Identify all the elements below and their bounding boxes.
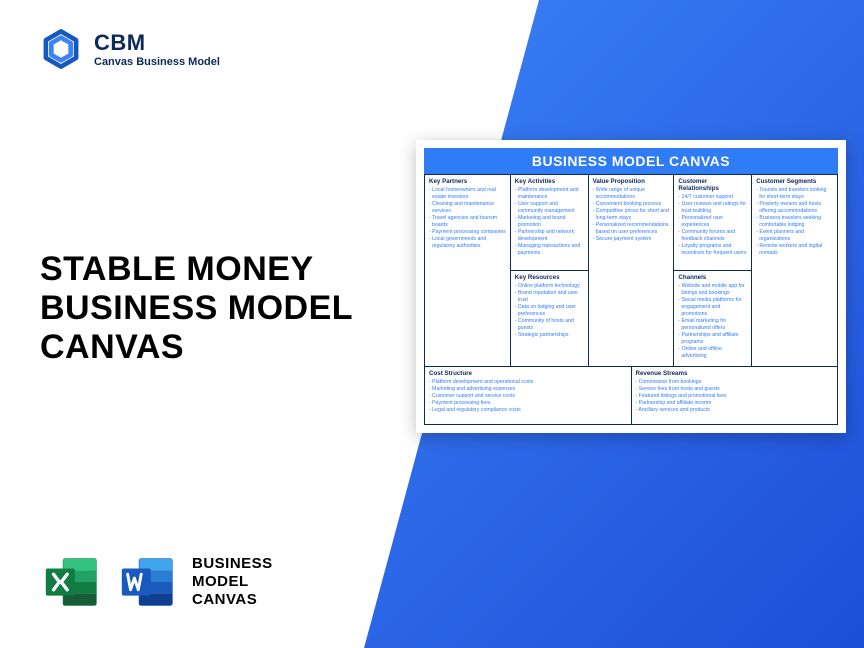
- list-item: Legal and regulatory compliance costs: [429, 407, 627, 414]
- list-item: Business travelers seeking comfortable l…: [756, 215, 833, 229]
- cell-customer-segments: Customer Segments Tourists and travelers…: [752, 174, 837, 366]
- list-item: Social media platforms for engagement an…: [678, 297, 747, 318]
- cell-key-resources: Key Resources Online platform technology…: [511, 270, 588, 366]
- list-item: Tourists and travelers looking for short…: [756, 187, 833, 201]
- cell-key-activities: Key Activities Platform development and …: [511, 174, 588, 270]
- list-item: Online platform technology: [515, 283, 584, 290]
- list-item: Competitive prices for short and long-te…: [593, 208, 670, 222]
- title-line-3: CANVAS: [40, 328, 353, 367]
- list-item: Strategic partnerships: [515, 332, 584, 339]
- logo-abbr: CBM: [94, 30, 220, 56]
- list-item: Personalized recommendations based on us…: [593, 222, 670, 236]
- list-item: Marketing and advertising expenses: [429, 386, 627, 393]
- word-icon: [116, 551, 178, 613]
- list-item: Local homeowners and real estate investo…: [429, 187, 506, 201]
- list-item: Convenient booking process: [593, 201, 670, 208]
- canvas-title-banner: BUSINESS MODEL CANVAS: [424, 148, 838, 174]
- list-item: Platform development and operational cos…: [429, 379, 627, 386]
- list-item: Personalized user experiences: [678, 215, 747, 229]
- list-item: Customer support and service costs: [429, 393, 627, 400]
- list-item: Cleaning and maintenance services: [429, 201, 506, 215]
- list-item: Payment processing companies: [429, 229, 506, 236]
- cell-customer-relationships: Customer Relationships 24/7 customer sup…: [674, 174, 751, 270]
- list-item: Featured listings and promotional fees: [636, 393, 834, 400]
- list-item: Payment processing fees: [429, 400, 627, 407]
- canvas-preview: BUSINESS MODEL CANVAS Key Partners Local…: [416, 140, 846, 433]
- cell-value-proposition: Value Proposition Wide range of unique a…: [589, 174, 675, 366]
- list-item: Data on lodging and user preferences: [515, 304, 584, 318]
- list-item: Online and offline advertising: [678, 346, 747, 360]
- brand-logo: CBM Canvas Business Model: [40, 28, 220, 70]
- list-item: Partnerships and affiliate programs: [678, 332, 747, 346]
- title-line-2: BUSINESS MODEL: [40, 289, 353, 328]
- list-item: User reviews and ratings for trust-build…: [678, 201, 747, 215]
- list-item: Remote workers and digital nomads: [756, 243, 833, 257]
- list-item: Website and mobile app for listings and …: [678, 283, 747, 297]
- cell-revenue-streams: Revenue Streams Commission from bookings…: [632, 366, 838, 424]
- list-item: Travel agencies and tourism boards: [429, 215, 506, 229]
- title-line-1: STABLE MONEY: [40, 250, 353, 289]
- list-item: Loyalty programs and incentives for freq…: [678, 243, 747, 257]
- list-item: Partnership and network development: [515, 229, 584, 243]
- logo-subtitle: Canvas Business Model: [94, 56, 220, 68]
- list-item: Platform development and maintenance: [515, 187, 584, 201]
- excel-icon: [40, 551, 102, 613]
- list-item: Partnership and affiliate income: [636, 400, 834, 407]
- canvas-grid: Key Partners Local homeowners and real e…: [424, 174, 838, 425]
- list-item: User support and community management: [515, 201, 584, 215]
- list-item: Wide range of unique accommodations: [593, 187, 670, 201]
- list-item: Event planners and organizations: [756, 229, 833, 243]
- list-item: Commission from bookings: [636, 379, 834, 386]
- format-label: BUSINESS MODEL CANVAS: [192, 555, 273, 609]
- list-item: Property owners and hosts offering accom…: [756, 201, 833, 215]
- cell-cost-structure: Cost Structure Platform development and …: [425, 366, 632, 424]
- list-item: Service fees from hosts and guests: [636, 386, 834, 393]
- cell-channels: Channels Website and mobile app for list…: [674, 270, 751, 366]
- cell-key-partners: Key Partners Local homeowners and real e…: [425, 174, 511, 366]
- list-item: Marketing and brand promotion: [515, 215, 584, 229]
- list-item: Managing transactions and payments: [515, 243, 584, 257]
- logo-hex-icon: [40, 28, 82, 70]
- list-item: Brand reputation and user trust: [515, 290, 584, 304]
- list-item: Email marketing for personalized offers: [678, 318, 747, 332]
- list-item: Community forums and feedback channels: [678, 229, 747, 243]
- list-item: Ancillary services and products: [636, 407, 834, 414]
- list-item: Community of hosts and guests: [515, 318, 584, 332]
- list-item: Local governments and regulatory authori…: [429, 236, 506, 250]
- list-item: Secure payment system: [593, 236, 670, 243]
- list-item: 24/7 customer support: [678, 194, 747, 201]
- file-format-block: BUSINESS MODEL CANVAS: [40, 551, 273, 613]
- page-title: STABLE MONEY BUSINESS MODEL CANVAS: [40, 250, 353, 367]
